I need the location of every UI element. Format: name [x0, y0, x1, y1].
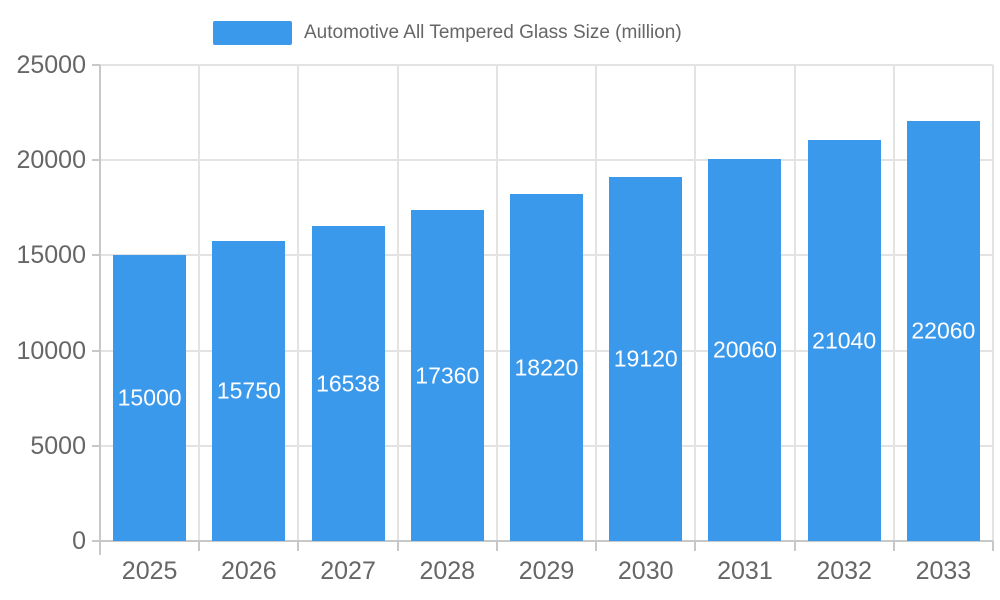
- legend-swatch[interactable]: [213, 21, 292, 45]
- bar[interactable]: 18220: [510, 194, 583, 541]
- y-axis-label: 25000: [16, 51, 86, 79]
- legend-label: Automotive All Tempered Glass Size (mill…: [304, 22, 682, 43]
- x-axis-label: 2031: [717, 557, 773, 585]
- bar-value-label: 16538: [316, 370, 381, 397]
- y-axis-tick: [92, 254, 100, 257]
- y-axis-tick: [92, 64, 100, 66]
- y-axis-label: 20000: [16, 146, 86, 175]
- bar[interactable]: 15000: [113, 255, 187, 541]
- bar[interactable]: 21040: [807, 140, 881, 541]
- x-axis-label: 2032: [816, 557, 872, 585]
- y-axis-line: [99, 65, 101, 555]
- bar-value-label: 17360: [415, 362, 480, 389]
- bar-value-label: 15000: [117, 384, 182, 411]
- bar-value-label: 20060: [712, 336, 777, 363]
- bar-value-label: 21040: [812, 327, 877, 354]
- x-axis-label: 2033: [915, 557, 972, 585]
- x-axis-tick: [396, 541, 399, 551]
- x-axis-tick: [694, 541, 697, 551]
- x-gridline: [992, 65, 994, 541]
- x-axis-label: 2028: [419, 557, 476, 585]
- x-gridline: [297, 65, 300, 541]
- y-axis-tick: [92, 159, 100, 162]
- bar[interactable]: 16538: [311, 226, 385, 541]
- x-axis-line: [92, 540, 993, 542]
- x-gridline: [495, 65, 498, 541]
- x-axis-tick: [297, 541, 300, 551]
- bar-value-label: 18220: [514, 354, 579, 381]
- x-axis-label: 2029: [518, 557, 575, 585]
- x-axis-tick: [992, 541, 994, 551]
- x-gridline: [892, 65, 895, 541]
- x-axis-label: 2026: [221, 557, 277, 585]
- bar-value-label: 15750: [216, 377, 281, 404]
- bar[interactable]: 20060: [708, 159, 782, 541]
- bar-value-label: 19120: [613, 345, 678, 372]
- x-axis-tick: [495, 541, 498, 551]
- x-gridline: [694, 65, 697, 541]
- y-axis-tick: [92, 349, 100, 352]
- bar[interactable]: 22060: [906, 120, 980, 541]
- y-axis-label: 15000: [16, 241, 86, 270]
- legend-item[interactable]: Automotive All Tempered Glass Size (mill…: [213, 21, 682, 45]
- x-axis-tick: [892, 541, 895, 551]
- x-gridline: [793, 65, 796, 541]
- y-axis-tick: [92, 444, 100, 447]
- y-gridline: [100, 64, 993, 66]
- y-gridline: [100, 159, 993, 162]
- x-axis-label: 2030: [617, 557, 674, 585]
- bar[interactable]: 17360: [410, 210, 484, 541]
- bar[interactable]: 19120: [609, 176, 683, 541]
- x-gridline: [595, 65, 598, 541]
- x-axis-label: 2027: [320, 557, 376, 585]
- y-axis-label: 10000: [16, 336, 86, 365]
- x-gridline: [396, 65, 399, 541]
- y-axis-label: 0: [72, 527, 86, 555]
- x-axis-label: 2025: [121, 557, 178, 585]
- bar[interactable]: 15750: [212, 241, 286, 541]
- x-axis-tick: [198, 541, 201, 551]
- y-axis-label: 5000: [30, 431, 86, 460]
- x-axis-tick: [595, 541, 598, 551]
- x-axis-tick: [793, 541, 796, 551]
- bar-value-label: 22060: [911, 317, 976, 344]
- x-gridline: [198, 65, 201, 541]
